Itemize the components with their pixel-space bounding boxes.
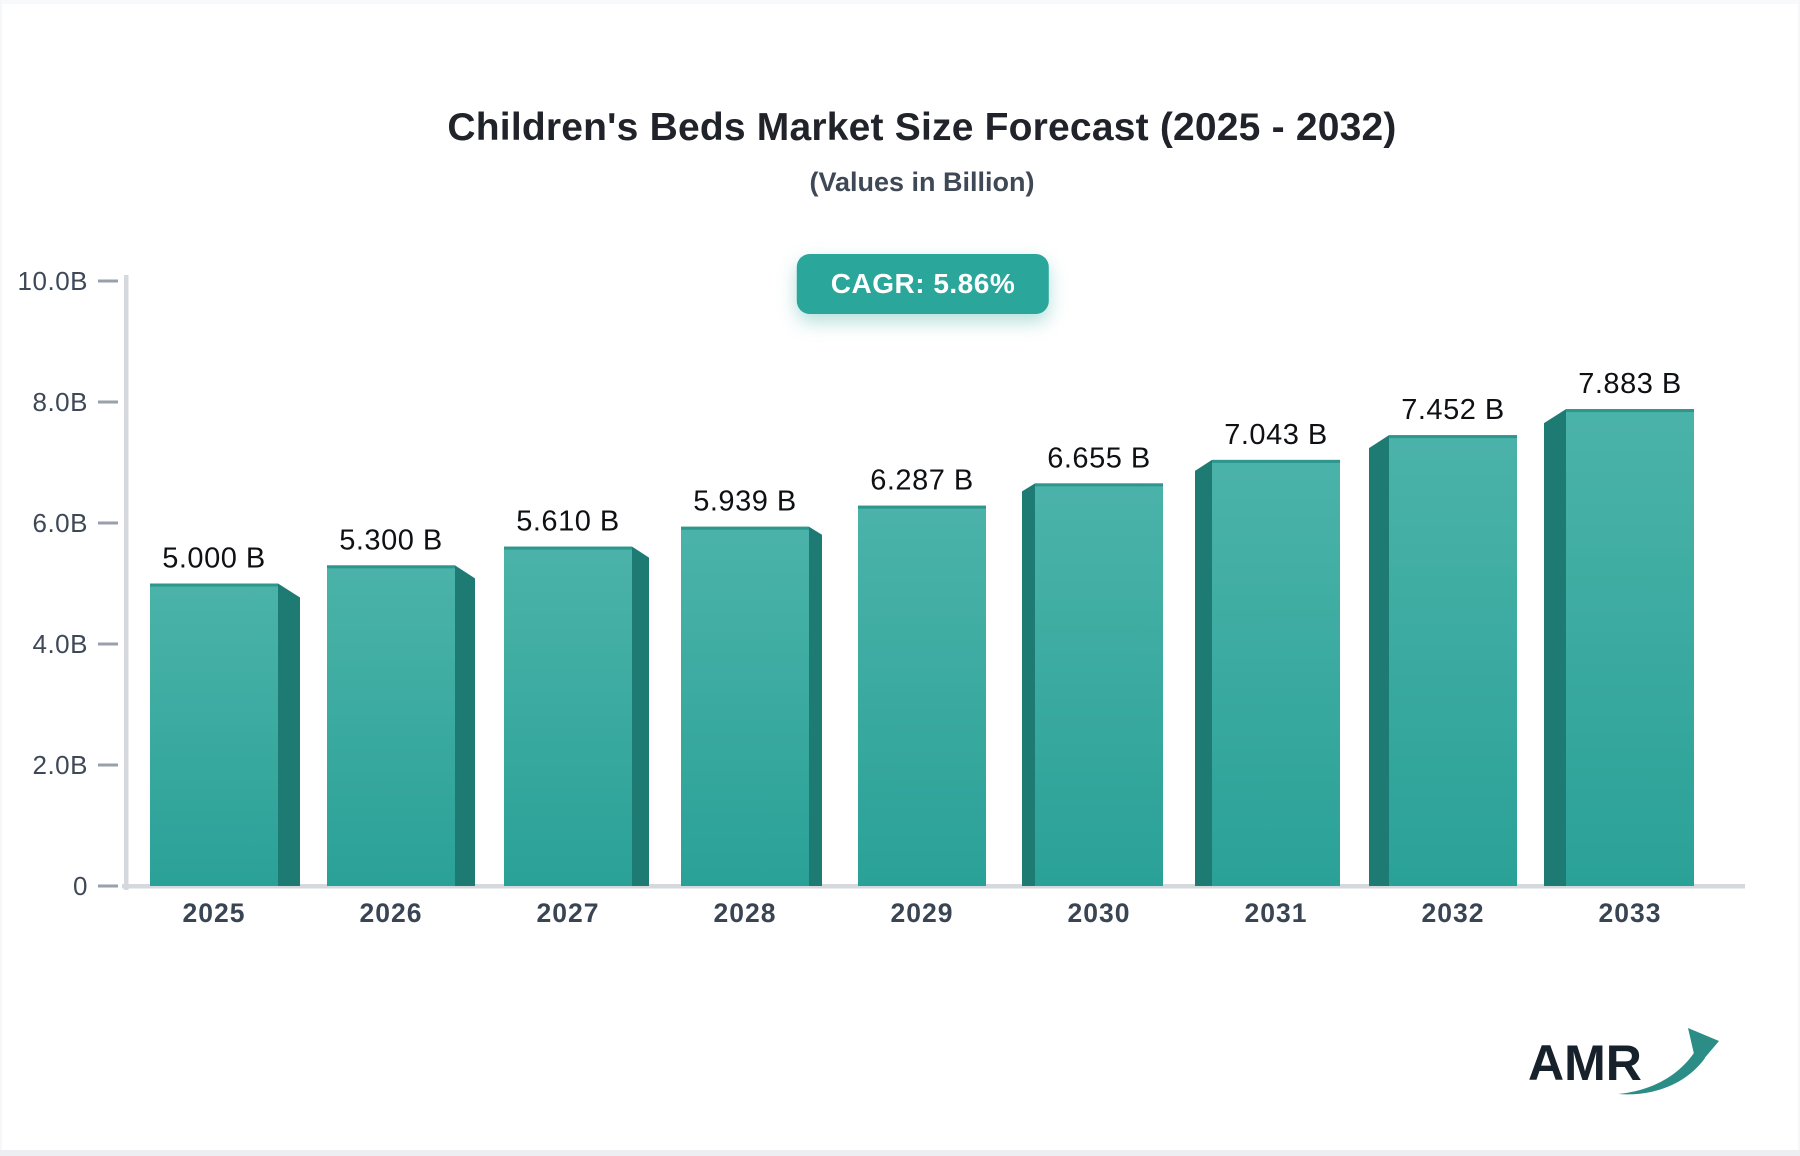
bar-2025 — [150, 583, 278, 886]
bar-side-face — [632, 546, 649, 886]
bar-group-2026: 5.300 B 2026 — [327, 524, 475, 928]
bar-group-2030: 6.655 B 2030 — [1022, 442, 1163, 928]
y-tick-label: 10.0B — [18, 266, 88, 296]
y-tick-mark — [98, 642, 118, 646]
x-axis-label-2030: 2030 — [1068, 898, 1131, 928]
bar-value-label: 7.043 B — [1224, 419, 1327, 451]
x-axis-label-2033: 2033 — [1599, 898, 1662, 928]
bar-value-label: 7.452 B — [1401, 394, 1504, 426]
page-right-border — [1798, 0, 1800, 1156]
page-bottom-border — [0, 1150, 1800, 1156]
page-subtitle: (Values in Billion) — [809, 167, 1035, 197]
bar-top-edge — [681, 526, 809, 530]
bar-2033 — [1566, 409, 1694, 886]
page-top-border — [0, 0, 1800, 4]
bar-group-2033: 7.883 B 2033 — [1544, 368, 1694, 928]
bar-top-edge — [1212, 459, 1340, 463]
y-tick-mark — [98, 884, 118, 888]
bar-value-label: 7.883 B — [1578, 368, 1681, 400]
amr-logo-text: AMR — [1528, 1035, 1642, 1091]
bar-2027 — [504, 546, 632, 886]
bar-group-2027: 5.610 B 2027 — [504, 506, 649, 928]
bar-side-face — [278, 583, 300, 886]
bar-value-label: 6.287 B — [870, 465, 973, 497]
x-axis-line — [122, 884, 1745, 889]
bar-group-2029: 6.287 B 2029 — [858, 465, 986, 928]
bar-top-edge — [858, 505, 986, 509]
bar-group-2025: 5.000 B 2025 — [150, 543, 300, 928]
amr-logo: AMR — [1528, 1022, 1719, 1112]
page-left-border — [0, 0, 2, 1156]
growth-arrow-icon — [1618, 1028, 1719, 1095]
bar-top-edge — [504, 546, 632, 550]
bar-side-face — [809, 526, 822, 886]
bar-side-face — [1544, 409, 1566, 886]
bar-group-2031: 7.043 B 2031 — [1195, 419, 1340, 928]
x-axis-label-2031: 2031 — [1245, 898, 1308, 928]
y-tick-mark — [98, 521, 118, 525]
y-tick-label: 0 — [73, 871, 88, 901]
y-tick-mark — [98, 279, 118, 283]
x-axis-label-2029: 2029 — [891, 898, 954, 928]
bar-top-edge — [327, 565, 455, 569]
y-tick-label: 6.0B — [33, 508, 89, 538]
bar-top-edge — [150, 583, 278, 587]
axes: 10.0B 8.0B 6.0B 4.0B 2.0B 0 — [18, 266, 1745, 901]
bar-side-face — [455, 565, 475, 886]
bar-value-label: 5.000 B — [162, 543, 265, 575]
x-axis-label-2032: 2032 — [1422, 898, 1485, 928]
bar-2031 — [1212, 459, 1340, 886]
bar-value-label: 6.655 B — [1047, 442, 1150, 474]
bars: 5.000 B 2025 5.300 B 2026 5.610 B 2027 5.939 B… — [150, 368, 1694, 928]
bar-2032 — [1389, 435, 1517, 886]
y-tick-label: 2.0B — [33, 750, 89, 780]
bar-group-2032: 7.452 B 2032 — [1369, 394, 1517, 928]
x-axis-label-2028: 2028 — [714, 898, 777, 928]
bar-top-edge — [1566, 409, 1694, 413]
y-tick-label: 8.0B — [33, 387, 89, 417]
bar-group-2028: 5.939 B 2028 — [681, 486, 822, 928]
cagr-badge: CAGR: 5.86% — [796, 254, 1050, 314]
x-axis-label-2025: 2025 — [183, 898, 246, 928]
bar-2028 — [681, 526, 809, 886]
x-axis-label-2026: 2026 — [360, 898, 423, 928]
bar-side-face — [1369, 435, 1389, 886]
y-tick-label: 4.0B — [33, 629, 89, 659]
page-title: Children's Beds Market Size Forecast (20… — [447, 106, 1397, 149]
bar-value-label: 5.939 B — [693, 486, 796, 518]
bar-2026 — [327, 565, 455, 886]
bar-top-edge — [1035, 483, 1163, 487]
bar-value-label: 5.300 B — [339, 524, 442, 556]
bar-side-face — [1022, 483, 1035, 886]
y-tick-mark — [98, 400, 118, 404]
bar-2030 — [1035, 483, 1163, 886]
x-axis-label-2027: 2027 — [537, 898, 600, 928]
y-axis-line — [124, 275, 129, 890]
y-tick-mark — [98, 763, 118, 767]
bar-side-face — [1195, 459, 1212, 886]
bar-2029 — [858, 505, 986, 886]
bar-value-label: 5.610 B — [516, 506, 619, 538]
bar-top-edge — [1389, 435, 1517, 439]
